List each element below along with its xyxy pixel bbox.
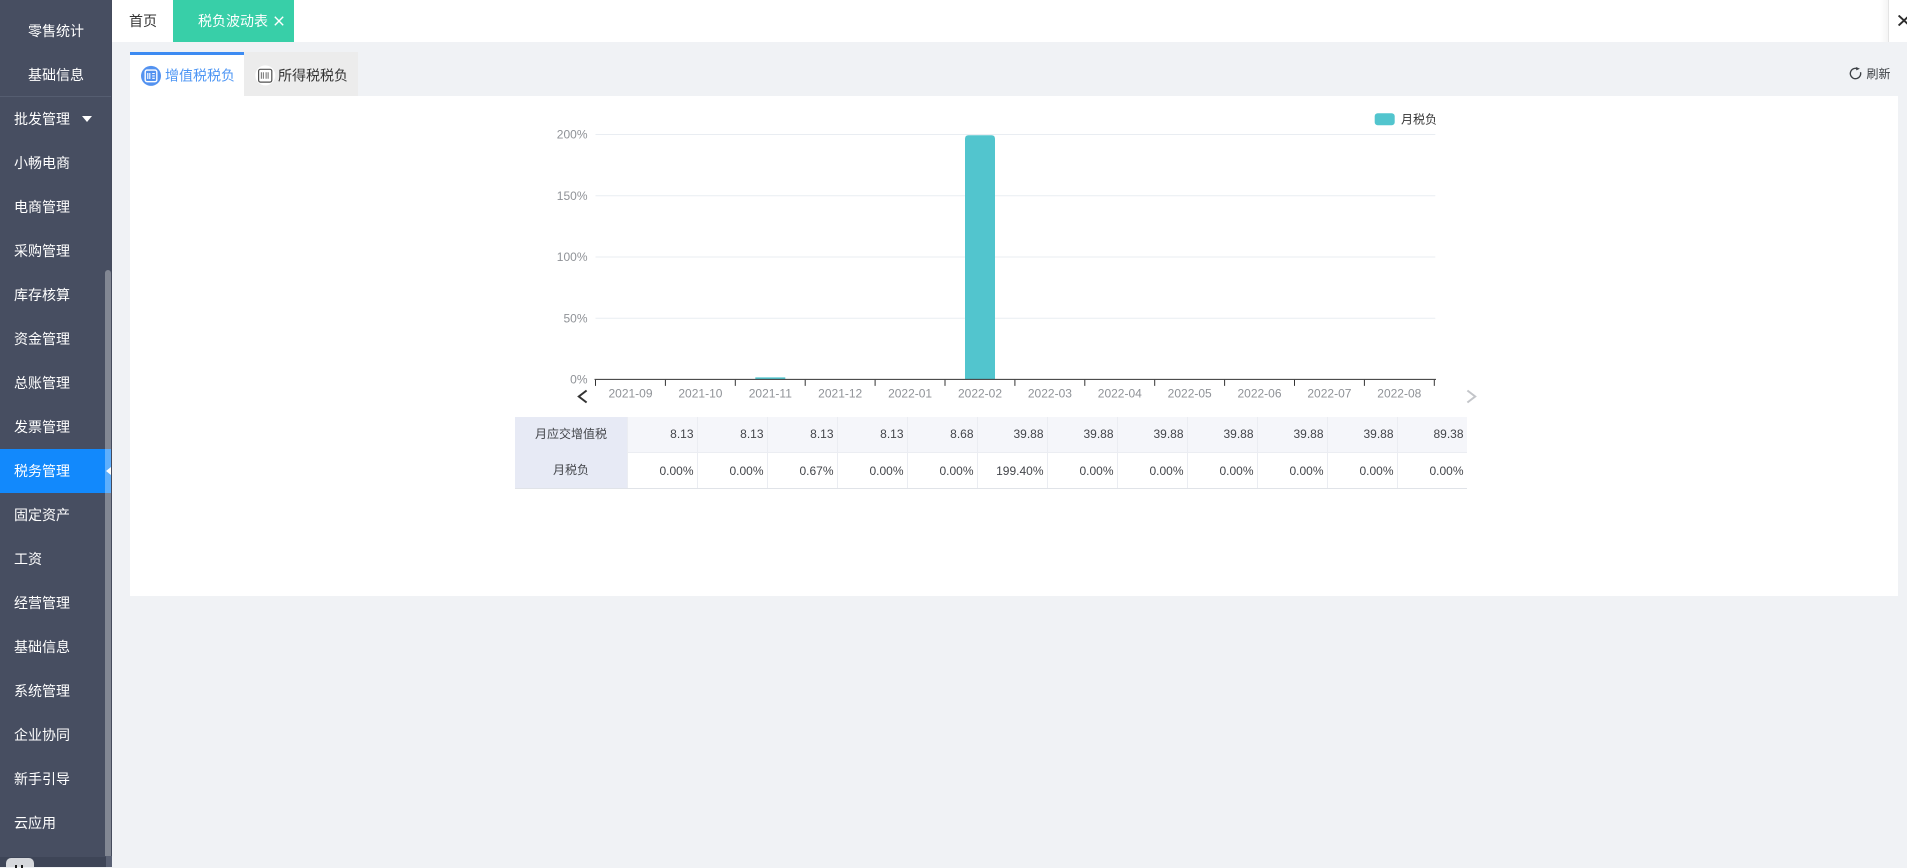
svg-text:50%: 50% [563,311,587,325]
svg-text:2022-03: 2022-03 [1028,387,1072,401]
svg-text:2022-08: 2022-08 [1377,387,1421,401]
svg-text:2022-01: 2022-01 [888,387,932,401]
svg-text:2021-12: 2021-12 [818,387,862,401]
svg-text:月税负: 月税负 [1401,113,1437,127]
svg-text:2022-07: 2022-07 [1307,387,1351,401]
svg-text:150%: 150% [557,189,588,203]
svg-text:2021-09: 2021-09 [608,387,652,401]
svg-text:2022-06: 2022-06 [1237,387,1281,401]
svg-text:2021-11: 2021-11 [749,387,792,401]
svg-text:2022-02: 2022-02 [958,387,1002,401]
svg-text:200%: 200% [557,128,588,142]
svg-text:所得税税负: 所得税税负 [278,68,348,84]
svg-text:2022-04: 2022-04 [1098,387,1142,401]
svg-text:2022-05: 2022-05 [1168,387,1212,401]
svg-text:0%: 0% [570,373,588,387]
svg-text:增值税税负: 增值税税负 [165,68,235,84]
svg-text:2021-10: 2021-10 [678,387,722,401]
svg-text:100%: 100% [557,250,588,264]
